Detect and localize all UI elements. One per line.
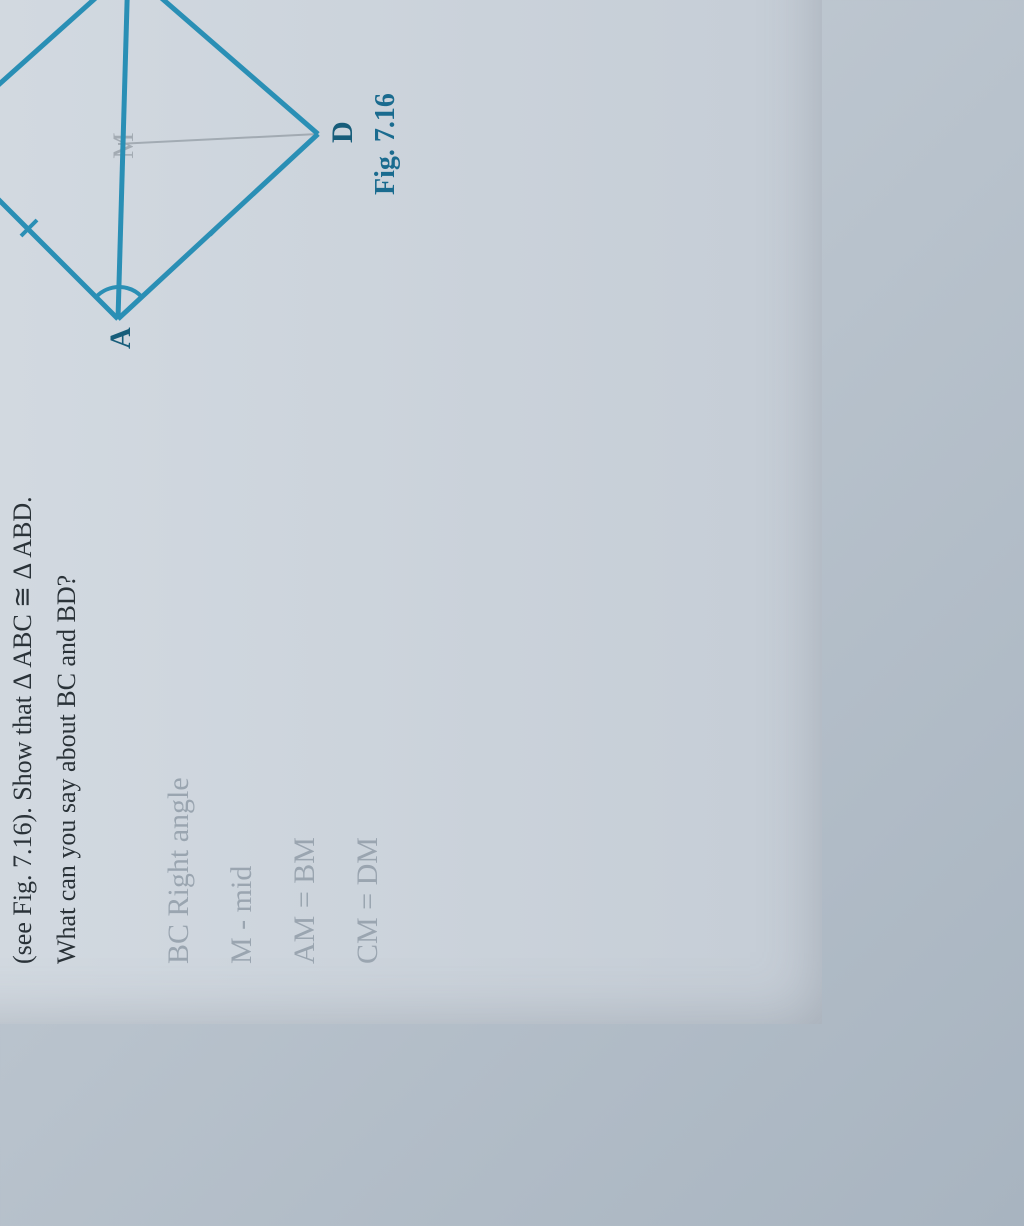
label-d: D xyxy=(326,121,358,143)
problem-line-4: What can you say about BC and BD? xyxy=(47,404,87,964)
vertex-labels: A B C D xyxy=(0,0,358,349)
problem-statement: In quadrilateral ACBD, AC = AD and AB bi… xyxy=(0,404,87,964)
tick-marks xyxy=(21,219,226,236)
figure-caption: Fig. 7.16 xyxy=(370,0,402,364)
handwritten-notes: BC Right angle M - mid AM = BM CM = DM xyxy=(147,404,399,964)
figure-column: M A B xyxy=(0,0,402,364)
kite-diagram: M A B xyxy=(0,0,358,359)
text-column: EXERCISE 7.1 In quadrilateral ACBD, AC =… xyxy=(0,404,402,964)
handwriting-line-2: M - mid xyxy=(210,404,273,964)
handwriting-line-1: BC Right angle xyxy=(147,404,210,964)
handwriting-line-4: CM = DM xyxy=(336,404,399,964)
problem-line-3: (see Fig. 7.16). Show that Δ ABC ≅ Δ ABD… xyxy=(3,404,43,964)
pencil-sketch-layer: M xyxy=(107,0,318,319)
handwriting-line-3: AM = BM xyxy=(273,404,336,964)
edge-bd xyxy=(128,0,318,134)
content-area: EXERCISE 7.1 In quadrilateral ACBD, AC =… xyxy=(0,0,432,1024)
tick-ad xyxy=(210,219,226,235)
edge-cb xyxy=(0,0,128,139)
label-a: A xyxy=(104,327,137,349)
page-container: EXERCISE 7.1 In quadrilateral ACBD, AC =… xyxy=(0,0,822,1024)
quadrilateral-outline xyxy=(0,0,318,319)
diagonal-ab xyxy=(118,0,128,319)
